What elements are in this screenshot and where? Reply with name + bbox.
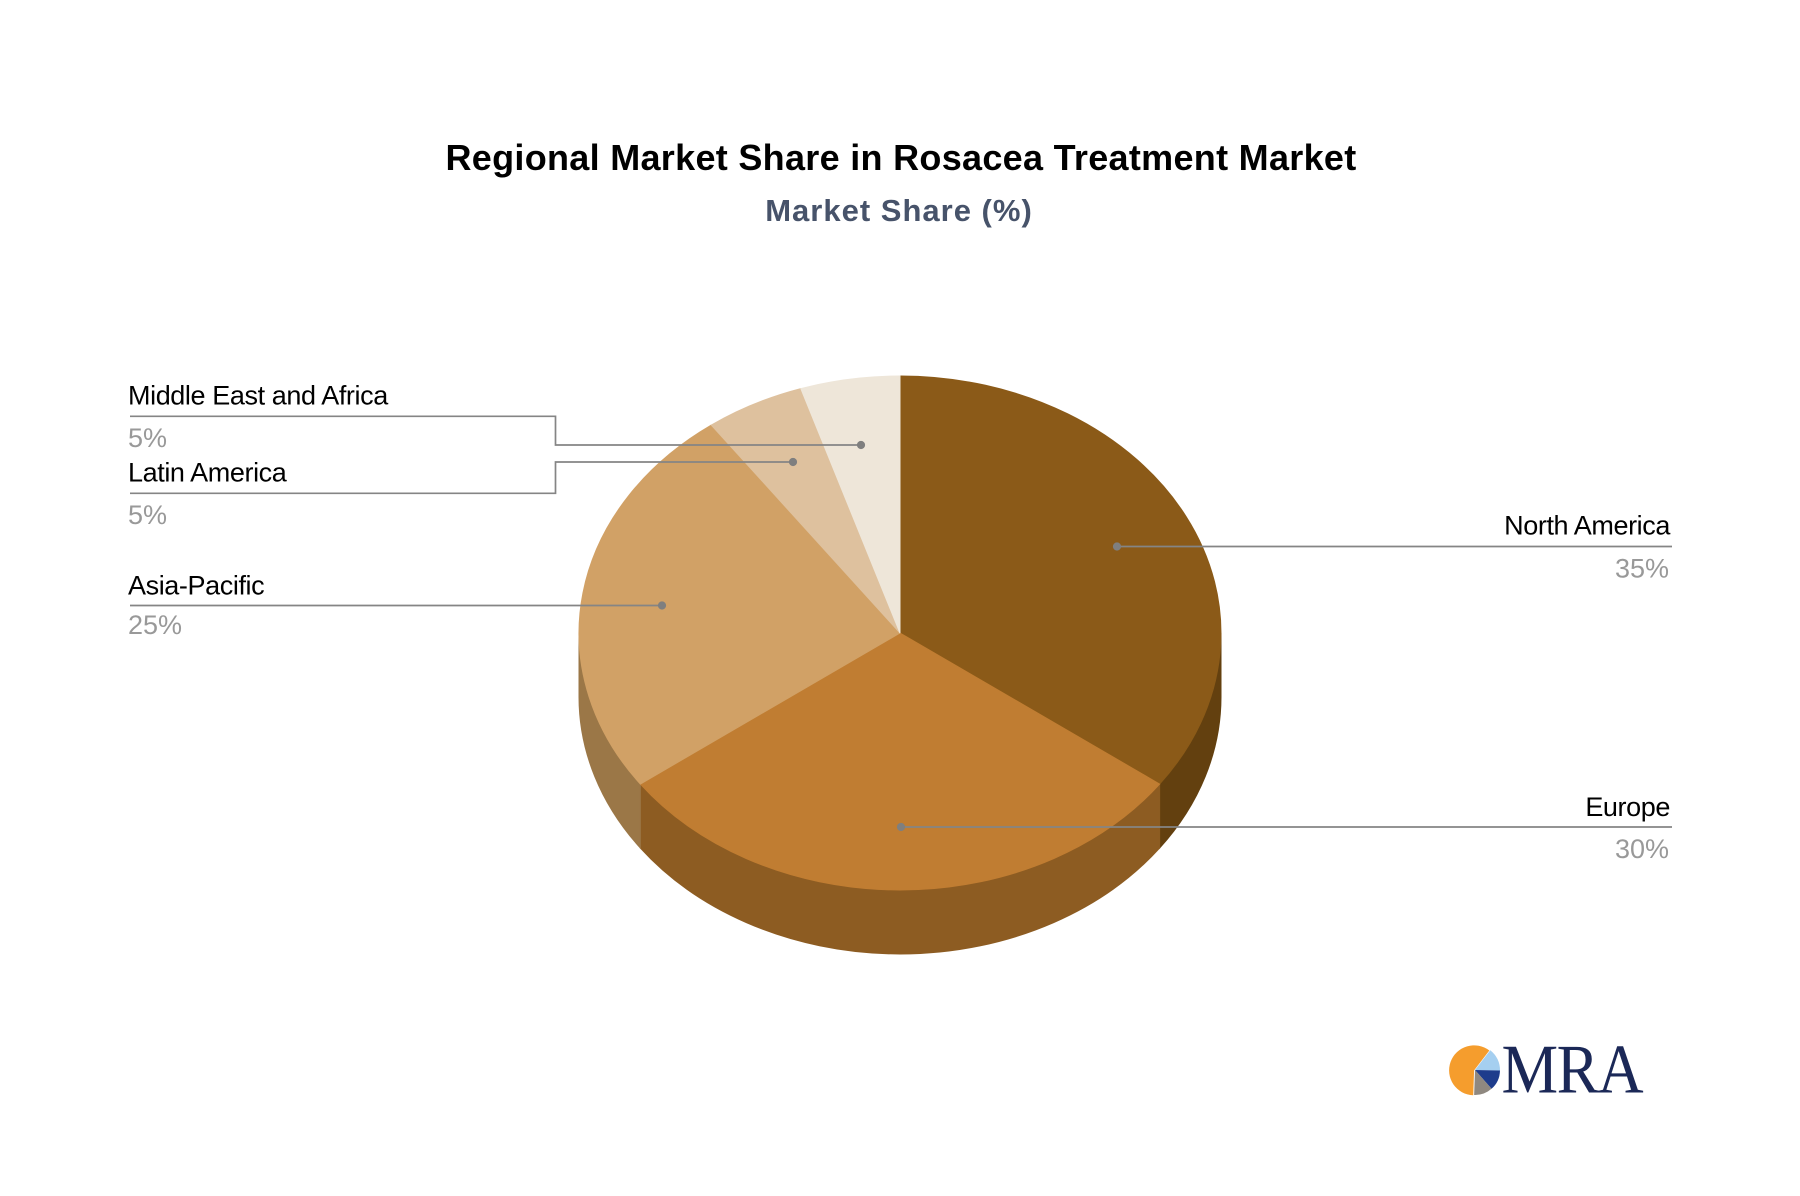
svg-text:Europe: Europe [1585, 792, 1670, 822]
svg-text:MRA: MRA [1502, 1031, 1644, 1108]
svg-text:25%: 25% [128, 610, 182, 640]
svg-text:30%: 30% [1615, 834, 1669, 864]
svg-text:Market Share (%): Market Share (%) [765, 193, 1033, 228]
svg-text:Latin America: Latin America [128, 457, 288, 487]
svg-text:5%: 5% [128, 423, 167, 453]
svg-text:35%: 35% [1615, 554, 1669, 584]
svg-text:5%: 5% [128, 500, 167, 530]
svg-text:North America: North America [1504, 511, 1671, 541]
svg-text:Asia-Pacific: Asia-Pacific [128, 570, 264, 600]
svg-text:Middle East and Africa: Middle East and Africa [128, 381, 389, 411]
svg-text:Regional Market Share in Rosac: Regional Market Share in Rosacea Treatme… [445, 137, 1356, 178]
